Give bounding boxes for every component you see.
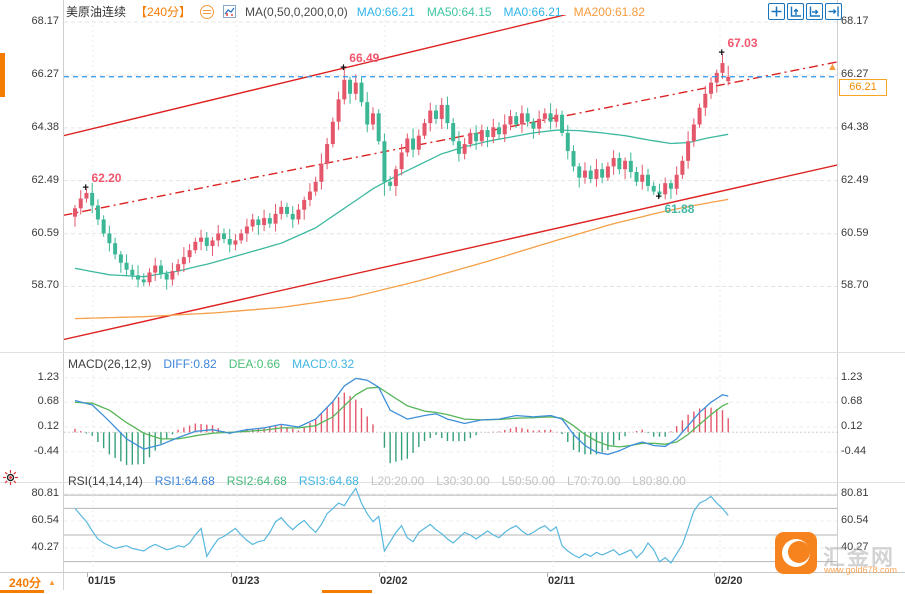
extreme-marker-icon: + [655,190,662,203]
period-selector-button[interactable]: 240分 ▲ [0,573,64,591]
axis-pan-icon[interactable] [806,3,823,20]
rsi-axis-label: 80.81 [31,487,59,499]
date-tick-label: 01/23 [232,575,260,587]
rsi-header: RSI(14,14,14) RSI1:64.68 RSI2:64.68 RSI3:6… [68,474,686,488]
price-axis-label: 68.17 [841,15,869,27]
ma-values: MA0:66.21 MA50:64.15 MA0:66.21 MA200:61.82 [357,5,645,19]
price-axis-label: 68.17 [31,15,59,27]
rsi-value-label: RSI1:64.68 [154,474,215,488]
price-axis-label: 58.70 [841,279,869,292]
macd-title: MACD(26,12,9) [68,357,152,371]
period-active-underline [0,590,44,593]
extreme-marker-icon: + [340,61,347,74]
macd-header: MACD(26,12,9) DIFF:0.82 DEA:0.66 MACD:0.32 [68,357,354,371]
ma-value-label: MA0:66.21 [356,4,415,19]
price-annotation: 67.03 [727,35,758,50]
mini-chart-icon[interactable] [223,5,237,18]
macd-axis-label: 0.68 [37,395,59,408]
date-tick [87,573,88,577]
macd-value-label: DIFF:0.82 [163,357,217,371]
rsi-axis-label: 80.81 [841,487,869,499]
rsi-value-label: L20:20.00 [370,474,425,488]
crosshair-icon[interactable] [768,3,785,20]
axis-zoom-icon[interactable] [787,3,804,20]
macd-axis-label: 0.12 [841,420,863,432]
date-tick [714,573,715,577]
ma-value-label: MA0:66.21 [503,4,562,19]
price-axis-label: 60.59 [31,226,59,239]
macd-axis-label: -0.44 [33,444,59,457]
sidebar-active-tab-indicator[interactable] [0,53,5,97]
price-annotation: 66.49 [349,50,380,65]
time-scrollbar[interactable] [0,590,905,594]
macd-axis-label: 1.23 [841,371,863,383]
extreme-marker-icon: + [718,46,725,59]
rsi-axis-label: 40.27 [31,540,59,553]
rsi-value-label: RSI2:64.68 [226,474,287,488]
rsi-value-label: L50:50.00 [501,474,556,488]
price-axis-label: 58.70 [31,279,59,292]
extreme-marker-icon: + [82,181,89,194]
macd-value-label: DEA:0.66 [228,357,281,371]
chart-toolbar [768,3,842,20]
indicator-menu-icon[interactable] [200,4,215,19]
rsi-value-label: L80:80.00 [632,474,686,488]
price-axis-label: 62.49 [841,173,869,186]
chart-header: 美原油连续 【240分】 MA(0,50,0,200,0,0) MA0:66.2… [66,3,645,20]
date-tick [379,573,380,577]
price-annotation: 61.88 [664,201,695,216]
price-annotation: 62.20 [91,170,122,185]
date-tick [231,573,232,577]
macd-axis-label: 0.12 [37,420,59,432]
timeframe-label[interactable]: 【240分】 [135,5,192,19]
macd-value-label: MACD:0.32 [292,357,355,371]
date-tick-label: 02/11 [548,575,575,587]
price-axis-label: 62.49 [31,173,59,186]
period-dropdown-arrow-icon: ▲ [48,577,56,587]
indicator-alert-icon[interactable] [3,470,18,490]
date-tick [547,573,548,577]
price-axis-label: 66.27 [31,68,59,81]
rsi-title: RSI(14,14,14) [68,474,143,488]
price-alert-arrow-icon: ▲ [827,61,838,73]
price-axis-label: 64.38 [841,120,869,133]
ma-settings-label: MA(0,50,0,200,0,0) [245,4,348,19]
macd-axis-label: 0.68 [841,395,863,408]
rsi-axis-label: 40.27 [841,540,869,553]
date-tick-label: 01/15 [88,575,116,587]
rsi-axis-label: 60.54 [841,513,869,526]
macd-axis-label: 1.23 [37,371,59,383]
time-axis-bar: 240分 ▲ 01/15 01/23 02/02 02/11 02/20 [0,572,905,591]
rsi-value-label: RSI3:64.68 [298,474,359,488]
price-axis-label: 66.27 [841,68,869,81]
ma-value-label: MA200:61.82 [573,4,645,19]
date-tick-label: 02/02 [380,575,408,587]
scrollbar-thumb[interactable] [322,590,372,593]
rsi-value-label: L30:30.00 [436,474,490,488]
period-label: 240分 [9,575,42,590]
price-axis-label: 64.38 [31,120,59,133]
current-price-badge: 66.21 [839,78,887,96]
date-tick-label: 02/20 [715,575,743,587]
rsi-value-label: L70:70.00 [567,474,621,488]
macd-axis-label: -0.44 [841,444,867,457]
symbol-name: 美原油连续 [66,5,127,19]
rsi-axis-label: 60.54 [31,513,59,526]
price-axis-label: 60.59 [841,226,869,239]
ma-value-label: MA50:64.15 [426,4,492,19]
collapse-right-icon[interactable] [825,3,842,20]
